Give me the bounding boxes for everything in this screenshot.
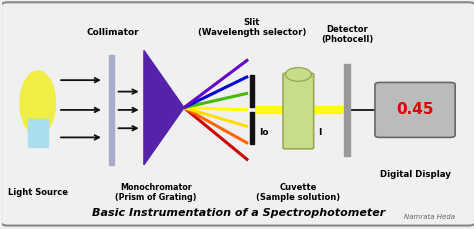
Text: Namrata Heda: Namrata Heda <box>404 214 455 220</box>
Text: Monochromator
(Prism of Grating): Monochromator (Prism of Grating) <box>115 183 197 202</box>
Text: Cuvette
(Sample solution): Cuvette (Sample solution) <box>256 183 340 202</box>
Ellipse shape <box>20 71 55 135</box>
Text: Digital Display: Digital Display <box>380 169 450 179</box>
FancyBboxPatch shape <box>375 82 455 137</box>
Ellipse shape <box>285 68 311 81</box>
Bar <box>250 112 254 144</box>
Text: I: I <box>318 128 321 137</box>
Text: Basic Instrumentation of a Spectrophotometer: Basic Instrumentation of a Spectrophotom… <box>91 208 385 218</box>
Text: Light Source: Light Source <box>8 188 68 197</box>
Bar <box>344 64 350 156</box>
Polygon shape <box>144 50 184 165</box>
Bar <box>28 119 48 147</box>
Text: Io: Io <box>259 128 269 137</box>
Bar <box>250 75 254 107</box>
Text: Collimator: Collimator <box>86 27 138 37</box>
FancyBboxPatch shape <box>283 73 314 149</box>
Bar <box>109 55 114 165</box>
FancyBboxPatch shape <box>1 2 474 226</box>
Text: Slit
(Wavelength selector): Slit (Wavelength selector) <box>198 18 306 37</box>
Text: Detector
(Photocell): Detector (Photocell) <box>321 25 374 44</box>
Text: 0.45: 0.45 <box>396 102 434 117</box>
